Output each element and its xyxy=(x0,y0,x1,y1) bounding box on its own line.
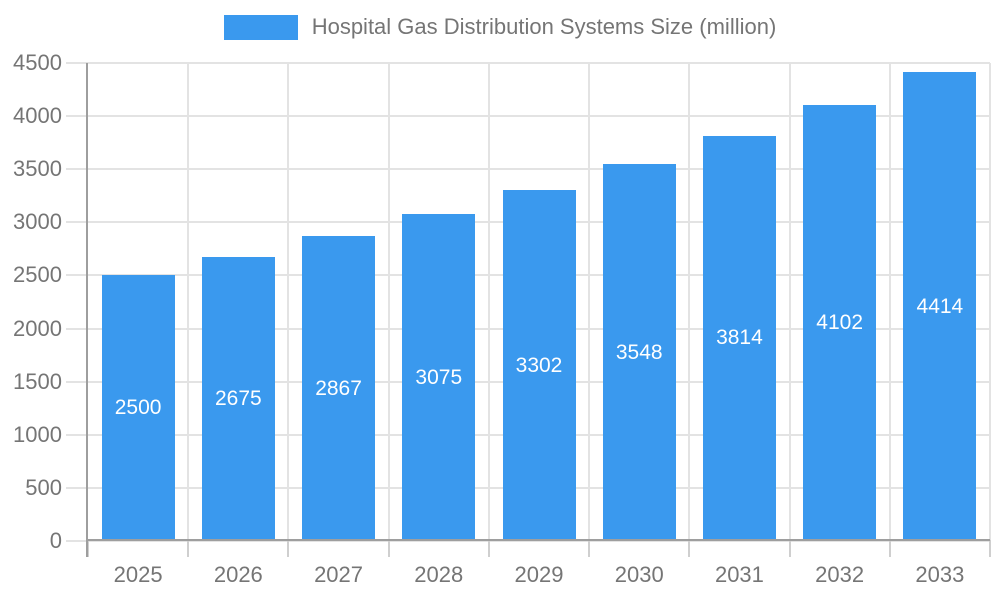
x-tick-label: 2031 xyxy=(714,562,764,587)
y-tick-label: 1500 xyxy=(13,368,62,394)
x-tick-label: 2029 xyxy=(514,562,564,587)
x-tickmark xyxy=(287,540,290,557)
bar: 3548 xyxy=(602,164,676,541)
x-tickmark xyxy=(989,540,991,557)
x-boundary-gridline xyxy=(888,63,891,541)
bar: 4414 xyxy=(903,72,977,541)
bar: 2867 xyxy=(302,236,376,541)
x-tick-label: 2028 xyxy=(414,562,464,587)
y-tick-label: 3500 xyxy=(13,156,62,182)
bar-value-label: 2675 xyxy=(214,386,262,410)
x-boundary-gridline xyxy=(588,63,591,541)
y-tick-label: 1000 xyxy=(13,421,62,447)
legend: Hospital Gas Distribution Systems Size (… xyxy=(0,14,1000,40)
y-gridline xyxy=(66,168,990,171)
y-tick-label: 4000 xyxy=(13,103,62,129)
x-tickmark xyxy=(688,540,691,557)
x-tickmark xyxy=(788,540,791,557)
x-boundary-gridline xyxy=(287,63,290,541)
x-tick-label: 2033 xyxy=(915,562,965,587)
y-gridline xyxy=(66,62,990,64)
x-tick-label: 2030 xyxy=(614,562,664,587)
y-tick-label: 4500 xyxy=(13,50,62,75)
x-boundary-gridline xyxy=(387,63,390,541)
bar-value-label: 4102 xyxy=(816,311,864,335)
bar-value-label: 2500 xyxy=(114,396,162,420)
x-boundary-gridline xyxy=(688,63,691,541)
y-tick-label: 0 xyxy=(49,528,62,553)
x-boundary-gridline xyxy=(487,63,490,541)
bar-value-label: 3302 xyxy=(515,353,563,377)
x-tick-label: 2025 xyxy=(113,562,163,587)
bar-value-label: 3075 xyxy=(415,365,463,389)
y-tick-label: 2000 xyxy=(13,315,62,341)
x-tick-label: 2027 xyxy=(314,562,364,587)
bar-value-label: 3814 xyxy=(716,326,763,350)
y-tick-label: 3000 xyxy=(13,209,62,235)
bar: 4102 xyxy=(803,105,877,541)
y-axis-line xyxy=(86,63,88,557)
x-axis-line xyxy=(88,539,990,541)
x-tickmark xyxy=(387,540,390,557)
y-tick-label: 2500 xyxy=(13,262,62,288)
x-boundary-gridline xyxy=(788,63,791,541)
y-gridline xyxy=(66,115,990,118)
x-boundary-gridline xyxy=(187,63,190,541)
bar: 2500 xyxy=(101,275,175,541)
bar-value-label: 2867 xyxy=(315,376,362,400)
x-tickmark xyxy=(487,540,490,557)
x-tickmark xyxy=(187,540,190,557)
y-tick-label: 500 xyxy=(25,474,62,500)
bar-value-label: 3548 xyxy=(615,340,663,364)
x-boundary-gridline xyxy=(989,63,991,541)
bar: 3302 xyxy=(502,190,576,541)
bar-value-label: 4414 xyxy=(916,294,964,318)
bar: 3814 xyxy=(702,135,776,541)
bar: 3075 xyxy=(402,214,476,541)
legend-swatch xyxy=(223,14,298,40)
x-tickmark xyxy=(588,540,591,557)
x-tick-label: 2026 xyxy=(213,562,263,587)
x-tickmark xyxy=(87,540,89,557)
x-tickmark xyxy=(888,540,891,557)
bar: 2675 xyxy=(201,256,275,541)
legend-title: Hospital Gas Distribution Systems Size (… xyxy=(311,14,777,39)
x-tick-label: 2032 xyxy=(815,562,865,587)
y-gridline xyxy=(66,540,990,542)
